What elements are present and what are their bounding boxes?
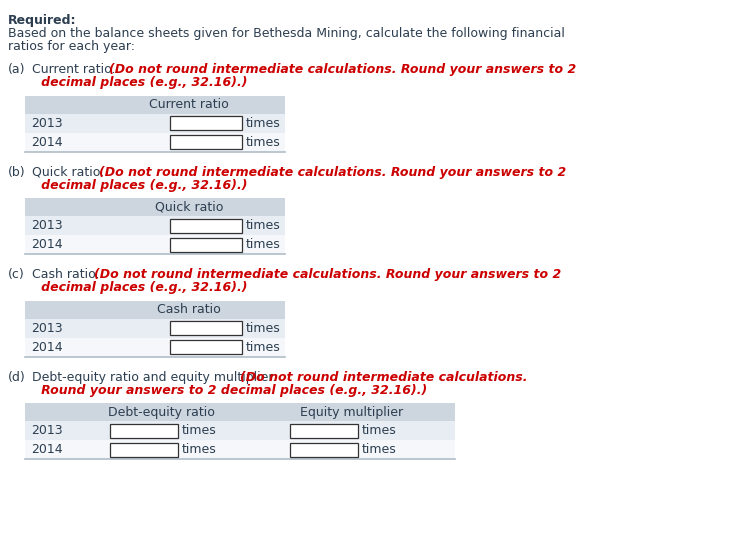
Text: Round your answers to 2 decimal places (e.g., 32.16).): Round your answers to 2 decimal places (… (28, 384, 427, 397)
Text: ratios for each year:: ratios for each year: (8, 40, 135, 53)
Bar (25, 198, 285, 217)
Text: decimal places (e.g., 32.16).): decimal places (e.g., 32.16).) (28, 76, 247, 90)
Text: times: times (362, 424, 397, 437)
Text: Debt-equity ratio: Debt-equity ratio (108, 406, 214, 419)
Bar (25, 403, 455, 421)
Text: Current ratio: Current ratio (149, 98, 229, 111)
Text: decimal places (e.g., 32.16).): decimal places (e.g., 32.16).) (28, 281, 247, 294)
Text: Required:: Required: (8, 14, 77, 27)
Text: Cash ratio: Cash ratio (157, 303, 220, 316)
Bar (25, 319, 285, 338)
Bar (25, 114, 285, 133)
Text: 2013: 2013 (31, 219, 62, 232)
Text: 2014: 2014 (31, 341, 62, 354)
Bar (25, 217, 285, 235)
Bar (25, 421, 455, 441)
Bar (170, 117, 242, 130)
Text: times: times (246, 238, 280, 252)
Text: (a): (a) (8, 63, 26, 76)
Bar (170, 340, 242, 354)
Text: times: times (182, 443, 217, 456)
Text: times: times (182, 424, 217, 437)
Text: (Do not round intermediate calculations. Round your answers to 2: (Do not round intermediate calculations.… (94, 268, 561, 281)
Bar (290, 443, 358, 457)
Text: (d): (d) (8, 371, 26, 384)
Bar (290, 424, 358, 438)
Text: 2013: 2013 (31, 117, 62, 130)
Text: Quick ratio.: Quick ratio. (28, 166, 108, 179)
Text: times: times (246, 117, 280, 130)
Text: Debt-equity ratio and equity multiplier.: Debt-equity ratio and equity multiplier. (28, 371, 280, 384)
Bar (110, 443, 178, 457)
Text: (Do not round intermediate calculations.: (Do not round intermediate calculations. (240, 371, 528, 384)
Bar (170, 219, 242, 233)
Text: (Do not round intermediate calculations. Round your answers to 2: (Do not round intermediate calculations.… (99, 166, 566, 179)
Bar (25, 441, 455, 460)
Text: 2014: 2014 (31, 238, 62, 252)
Text: Quick ratio: Quick ratio (155, 201, 223, 214)
Bar (25, 96, 285, 114)
Bar (170, 136, 242, 150)
Text: times: times (246, 322, 280, 335)
Text: Based on the balance sheets given for Bethesda Mining, calculate the following f: Based on the balance sheets given for Be… (8, 27, 565, 40)
Text: times: times (362, 443, 397, 456)
Text: times: times (246, 136, 280, 149)
Text: (Do not round intermediate calculations. Round your answers to 2: (Do not round intermediate calculations.… (109, 63, 576, 76)
Text: Equity multiplier: Equity multiplier (300, 406, 403, 419)
Text: 2013: 2013 (31, 322, 62, 335)
Text: Current ratio.: Current ratio. (28, 63, 120, 76)
Bar (170, 238, 242, 252)
Bar (25, 235, 285, 254)
Text: times: times (246, 219, 280, 232)
Text: 2014: 2014 (31, 136, 62, 149)
Bar (25, 133, 285, 152)
Bar (110, 424, 178, 438)
Text: (c): (c) (8, 268, 25, 281)
Text: decimal places (e.g., 32.16).): decimal places (e.g., 32.16).) (28, 179, 247, 192)
Bar (25, 301, 285, 319)
Text: times: times (246, 341, 280, 354)
Bar (25, 338, 285, 357)
Text: Cash ratio.: Cash ratio. (28, 268, 104, 281)
Text: 2014: 2014 (31, 443, 62, 456)
Text: 2013: 2013 (31, 424, 62, 437)
Text: (b): (b) (8, 166, 26, 179)
Bar (170, 321, 242, 335)
